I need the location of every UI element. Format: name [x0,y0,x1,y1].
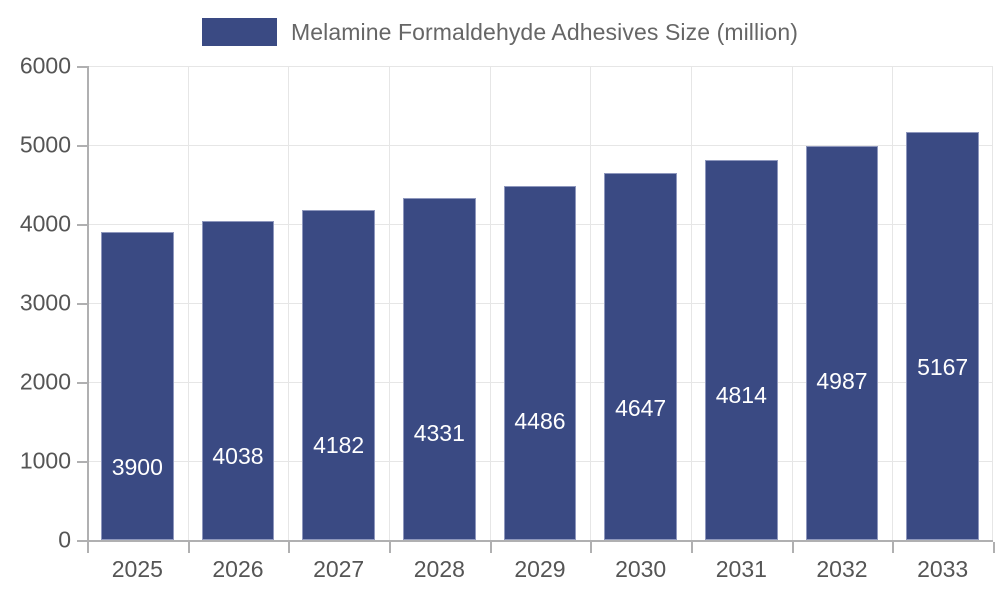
x-axis-tick-label: 2030 [615,556,667,582]
x-axis-tick-label: 2033 [917,556,969,582]
y-axis-tick-label: 6000 [19,52,71,79]
x-axis-tick-mark [993,542,995,553]
legend-swatch-melamine-formaldehyde-adhesives-size[interactable] [202,18,277,46]
gridline-vertical [389,66,390,540]
bar[interactable] [705,159,778,540]
bar[interactable] [201,221,275,540]
bar[interactable] [604,172,677,540]
bar-value-label: 5167 [917,353,969,380]
x-axis-tick-mark [288,542,290,553]
bar[interactable] [503,185,577,540]
bar[interactable] [101,231,174,540]
bar-value-label: 4038 [212,442,264,469]
bar-value-label: 4486 [514,407,566,434]
x-axis-tick-label: 2027 [313,556,365,582]
gridline-vertical [892,66,893,540]
x-axis-tick-mark [87,542,89,553]
gridline-vertical [992,66,993,540]
bar-value-label: 3900 [111,453,163,480]
x-axis-tick-label: 2031 [715,556,767,582]
y-axis-tick-label: 5000 [19,131,71,158]
gridline-horizontal [87,66,993,67]
bar[interactable] [403,197,476,540]
gridline-vertical [288,66,289,540]
bar-value-label: 4814 [715,381,767,408]
x-axis-tick-label: 2025 [111,556,163,582]
gridline-vertical [590,66,591,540]
x-axis-tick-mark [490,542,492,553]
bar[interactable] [906,131,979,540]
gridline-vertical [188,66,189,540]
x-axis-line [77,540,993,542]
plot-area: 3900 4038 4182 4331 4486 4647 4814 4987 5167 [87,66,993,541]
gridline-vertical [490,66,491,540]
x-axis-tick-mark [389,542,391,553]
y-axis-tick-mark [77,382,87,384]
bar-value-label: 4647 [615,394,667,421]
bar-value-label: 4182 [313,431,365,458]
y-axis-tick-label: 3000 [19,289,71,316]
y-axis-tick-label: 1000 [19,447,71,474]
y-axis-tick-mark [77,303,87,305]
y-axis-tick-mark [77,145,87,147]
x-axis-tick-mark [892,542,894,553]
x-axis-tick-mark [590,542,592,553]
y-axis-labels: 0 1000 2000 3000 4000 5000 6000 [0,0,71,600]
y-axis-tick-label: 0 [58,526,71,553]
bar-value-label: 4987 [816,368,868,395]
x-axis-tick-mark [792,542,794,553]
x-axis-tick-mark [188,542,190,553]
x-axis-tick-label: 2029 [514,556,566,582]
gridline-horizontal [87,145,993,146]
y-axis-tick-mark [77,461,87,463]
y-axis-tick-label: 2000 [19,368,71,395]
legend-label-melamine-formaldehyde-adhesives-size[interactable]: Melamine Formaldehyde Adhesives Size (mi… [291,18,798,45]
y-axis-line [87,66,89,550]
x-axis-tick-mark [691,542,693,553]
x-axis-tick-label: 2026 [212,556,264,582]
gridline-vertical [691,66,692,540]
gridline-vertical [792,66,793,540]
chart-legend: Melamine Formaldehyde Adhesives Size (mi… [0,12,1000,52]
y-axis-tick-mark [77,224,87,226]
x-axis-tick-label: 2032 [816,556,868,582]
x-axis-tick-label: 2028 [413,556,465,582]
bar[interactable] [805,146,879,540]
bar[interactable] [302,209,375,540]
bar-value-label: 4331 [413,419,465,446]
y-axis-tick-label: 4000 [19,210,71,237]
y-axis-tick-mark [77,66,87,68]
